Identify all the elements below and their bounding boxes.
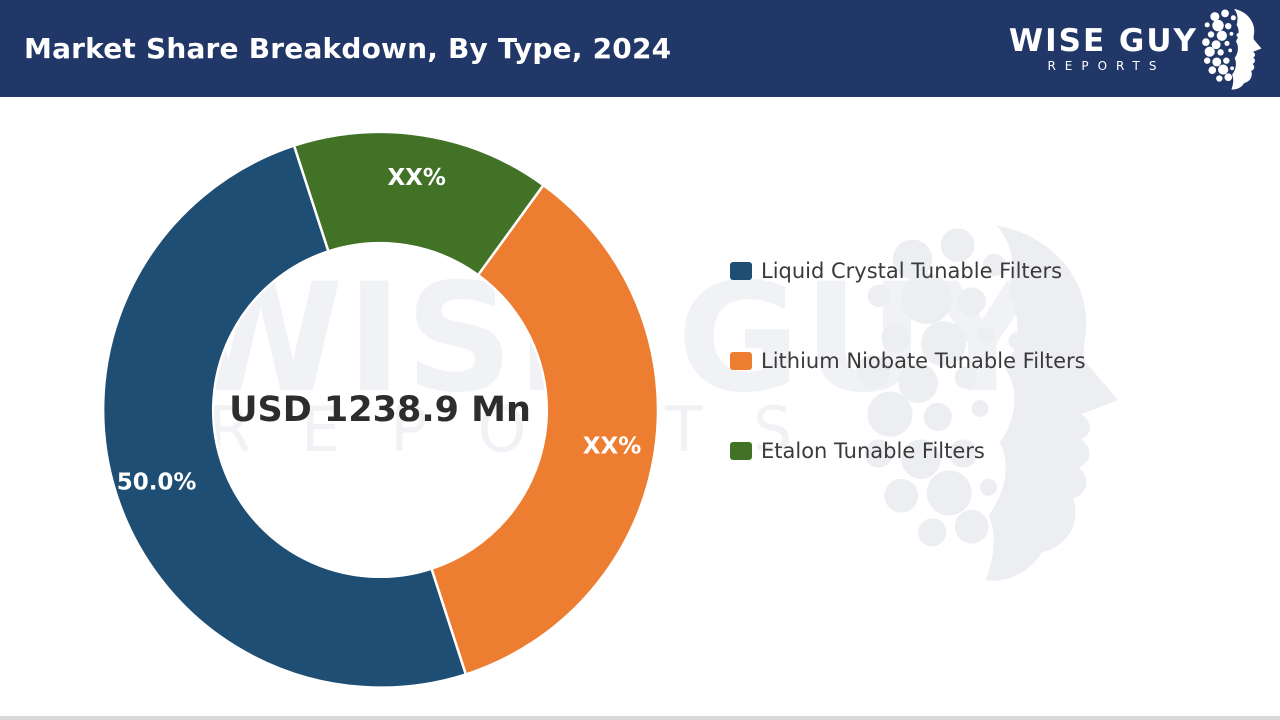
legend: Liquid Crystal Tunable Filters Lithium N…	[730, 256, 1086, 526]
logo-text: WISE GUY REPORTS	[1009, 25, 1198, 73]
footer-strip	[0, 716, 1280, 720]
slice-percentage-label: XX%	[583, 434, 642, 460]
legend-item-liquid-crystal: Liquid Crystal Tunable Filters	[730, 256, 1086, 286]
legend-item-etalon: Etalon Tunable Filters	[730, 436, 1086, 466]
wiseguy-logo: WISE GUY REPORTS	[1009, 7, 1266, 90]
chart-area: WISE GUY REPORTS USD 1238.9 Mn 50.0% XX% X…	[0, 97, 1280, 716]
wiseguy-face-icon	[1202, 7, 1266, 90]
logo-subtext: REPORTS	[1047, 58, 1166, 73]
legend-label: Lithium Niobate Tunable Filters	[761, 349, 1086, 373]
legend-swatch-blue	[730, 262, 752, 280]
legend-item-lithium-niobate: Lithium Niobate Tunable Filters	[730, 346, 1086, 376]
watermark-subtext: REPORTS	[208, 393, 843, 466]
page-title: Market Share Breakdown, By Type, 2024	[24, 32, 672, 65]
donut-slice-2	[292, 130, 545, 277]
donut-slice-0	[101, 144, 468, 689]
header: Market Share Breakdown, By Type, 2024 WI…	[0, 0, 1280, 97]
logo-wordmark: WISE GUY	[1008, 22, 1198, 59]
donut-slice-1	[430, 183, 660, 676]
slice-percentage-label: XX%	[387, 165, 446, 191]
legend-swatch-green	[730, 442, 752, 460]
legend-label: Liquid Crystal Tunable Filters	[761, 259, 1063, 283]
donut-chart: USD 1238.9 Mn 50.0% XX% XX%	[101, 130, 660, 689]
legend-label: Etalon Tunable Filters	[761, 439, 985, 463]
donut-center-value: USD 1238.9 Mn	[229, 390, 531, 430]
legend-swatch-orange	[730, 352, 752, 370]
slice-percentage-label: 50.0%	[117, 470, 197, 496]
